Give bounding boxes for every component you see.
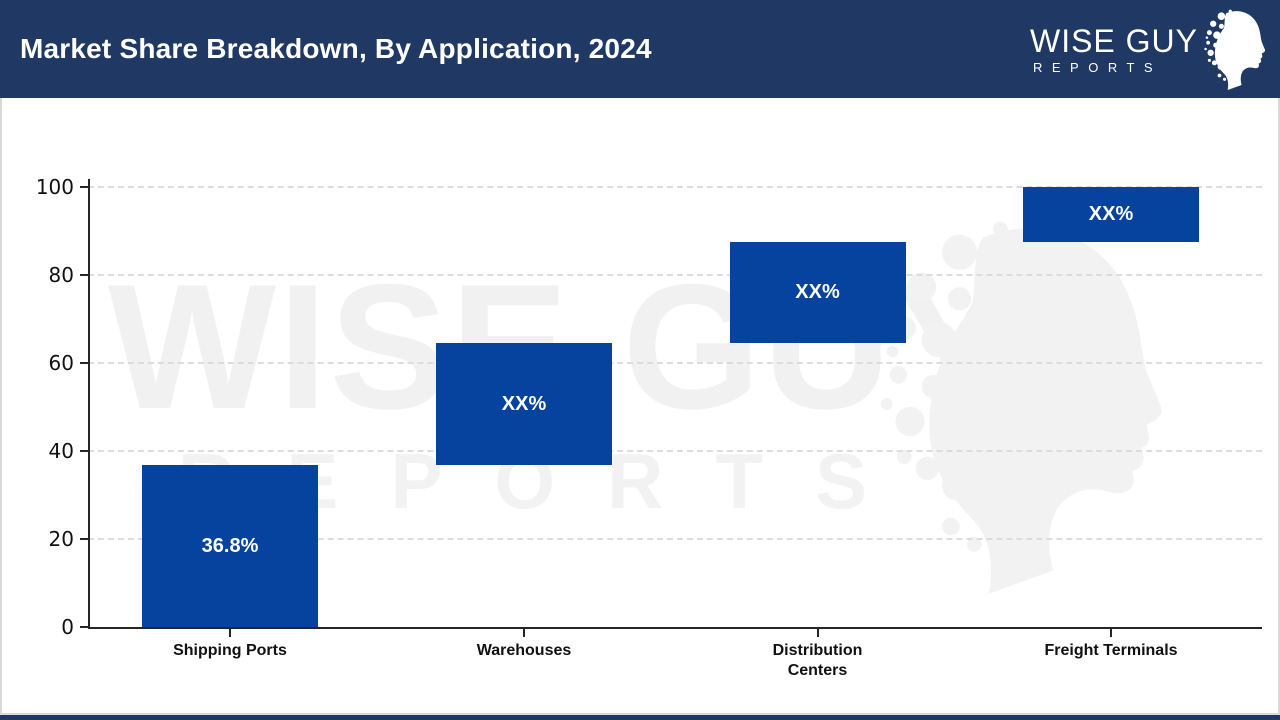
wiseguy-logo-text: WISE GUY REPORTS	[1030, 25, 1198, 74]
header-bar: Market Share Breakdown, By Application, …	[0, 0, 1280, 98]
page-title: Market Share Breakdown, By Application, …	[20, 33, 652, 64]
wiseguy-logo: WISE GUY REPORTS	[1030, 0, 1280, 98]
content-border-left	[0, 98, 2, 715]
y-tick-label: 100	[35, 175, 74, 199]
x-axis-tick	[523, 627, 525, 637]
bar-value-label: XX%	[795, 281, 840, 304]
logo-wordmark: WISE GUY	[1029, 22, 1198, 59]
gridline	[88, 362, 1262, 364]
y-axis-tick	[80, 274, 88, 276]
x-tick-label: Shipping Ports	[173, 642, 287, 659]
y-axis-tick	[80, 362, 88, 364]
bar-freight-terminals: XX%	[1023, 187, 1199, 242]
x-axis-tick	[816, 627, 819, 637]
x-axis	[88, 627, 1262, 629]
y-tick-label: 0	[61, 615, 74, 639]
y-tick-label: 80	[48, 263, 74, 287]
bar-shipping-ports: 36.8%	[142, 465, 318, 627]
gridline	[88, 538, 1262, 540]
y-axis-tick	[80, 186, 88, 188]
x-axis-tick	[229, 627, 231, 637]
x-tick-label: Warehouses	[476, 642, 572, 659]
y-axis-tick	[80, 538, 88, 540]
bar-warehouses: XX%	[436, 343, 612, 466]
y-axis-tick	[80, 626, 88, 628]
y-axis	[88, 179, 90, 629]
gridline	[88, 450, 1262, 452]
x-tick-label: Freight Terminals	[1044, 642, 1178, 659]
gridline	[88, 186, 1262, 188]
wiseguy-face-icon	[1204, 9, 1266, 90]
x-axis-tick	[1110, 627, 1112, 637]
content-border-right	[1278, 98, 1280, 715]
bar-value-label: XX%	[501, 392, 547, 415]
footer-divider	[0, 713, 1280, 715]
gridline	[88, 274, 1262, 276]
y-tick-label: 40	[48, 439, 74, 463]
bar-value-label: 36.8%	[201, 534, 259, 557]
bar-distribution-centers: XX%	[729, 242, 906, 344]
logo-subtitle: REPORTS	[1032, 59, 1163, 75]
y-tick-label: 60	[48, 351, 74, 375]
y-axis-tick	[80, 450, 88, 452]
footer-bar	[0, 715, 1280, 720]
x-tick-label: Distribution Centers	[772, 642, 863, 679]
y-tick-label: 20	[48, 527, 74, 551]
bar-value-label: XX%	[1088, 203, 1134, 225]
